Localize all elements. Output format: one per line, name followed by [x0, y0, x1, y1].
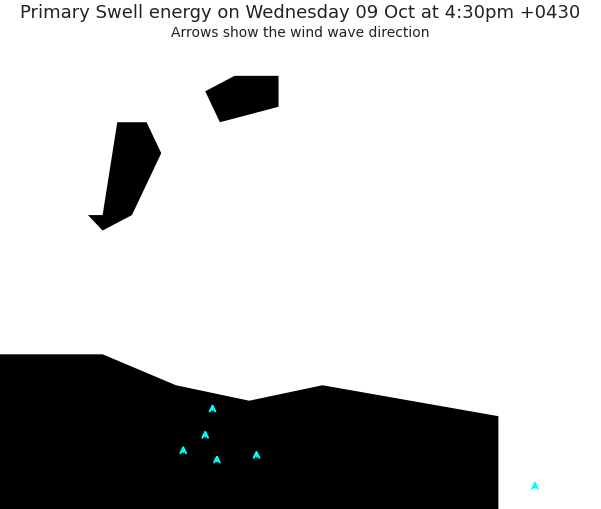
Text: Arrows show the wind wave direction: Arrows show the wind wave direction	[171, 26, 430, 40]
Text: Primary Swell energy on Wednesday 09 Oct at 4:30pm +0430: Primary Swell energy on Wednesday 09 Oct…	[20, 4, 581, 22]
